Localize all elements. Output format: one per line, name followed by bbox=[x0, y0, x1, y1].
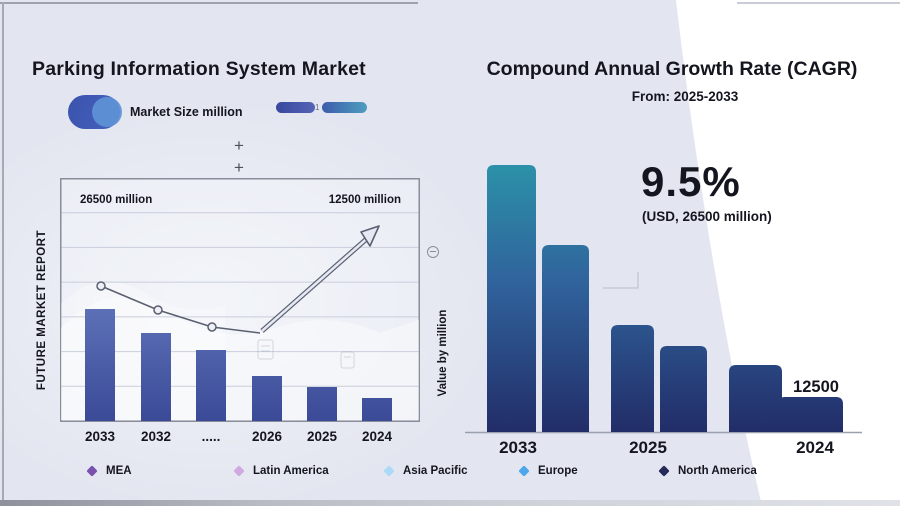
value-label: 12500 bbox=[793, 378, 839, 396]
legend-label: Asia Pacific bbox=[403, 465, 468, 477]
bar-2024 bbox=[362, 398, 392, 421]
bar-group bbox=[487, 165, 843, 432]
legend-item-north-america: North America bbox=[658, 462, 757, 480]
bar-2032 bbox=[141, 333, 171, 421]
bar-group bbox=[85, 309, 392, 421]
watermark-vertical-text: FUTURE MARKET REPORT bbox=[36, 229, 48, 391]
legend-pill-teal bbox=[322, 102, 367, 113]
legend-diamond-icon bbox=[86, 465, 98, 477]
cagr-basis: (USD, 26500 million) bbox=[642, 209, 772, 224]
trend-marker bbox=[153, 305, 163, 315]
series-label: Market Size million bbox=[130, 105, 243, 119]
x-tick-label: 2033 bbox=[85, 429, 116, 444]
chart-panel-border bbox=[60, 178, 420, 422]
minus-circle-icon bbox=[427, 246, 439, 258]
trend-line-and-arrow bbox=[96, 225, 380, 334]
trend-marker bbox=[207, 322, 217, 332]
document-watermark-icons bbox=[257, 339, 355, 369]
bar-2025 bbox=[307, 387, 337, 421]
legend-diamond-icon bbox=[518, 465, 530, 477]
cagr-bar bbox=[542, 245, 589, 432]
x-tick-label: 2025 bbox=[629, 438, 667, 457]
cagr-subtitle: From: 2025-2033 bbox=[631, 89, 739, 104]
x-tick-label: ..... bbox=[202, 429, 221, 444]
legend-item-latin-america: Latin America bbox=[233, 462, 329, 480]
x-tick-label: 2026 bbox=[252, 429, 283, 444]
legend-label: Europe bbox=[538, 465, 578, 477]
annotation-right: 12500 million bbox=[329, 194, 401, 206]
page-title: Parking Information System Market bbox=[32, 58, 366, 80]
x-tick-label: 2025 bbox=[307, 429, 338, 444]
cylinder-cap-icon bbox=[92, 97, 122, 127]
market-size-bar-chart: 26500 million 12500 million 2033 2032....… bbox=[60, 178, 420, 444]
legend-diamond-icon bbox=[233, 465, 245, 477]
plus-mark: + bbox=[234, 158, 244, 177]
frame-bottom-border bbox=[0, 500, 900, 506]
legend-diamond-icon bbox=[383, 465, 395, 477]
legend-diamond-icon bbox=[658, 465, 670, 477]
gridlines bbox=[61, 212, 419, 387]
y-axis-label: Value by million bbox=[437, 309, 449, 397]
x-tick-label: 2033 bbox=[499, 438, 537, 457]
arrow-shaft-fill bbox=[261, 234, 372, 332]
x-axis-labels: 2033 2025 2024 bbox=[499, 438, 834, 457]
legend-item-europe: Europe bbox=[518, 462, 578, 480]
frame-top-right-border bbox=[737, 2, 900, 4]
trend-line bbox=[100, 285, 261, 334]
bar-..... bbox=[196, 350, 226, 421]
cagr-bar-chart: 12500 2033 2025 2024 bbox=[465, 165, 862, 457]
cagr-bar bbox=[778, 397, 843, 432]
x-tick-label: 2032 bbox=[141, 429, 171, 444]
cagr-bar bbox=[487, 165, 536, 432]
legend-label: North America bbox=[678, 465, 757, 477]
trend-marker bbox=[96, 281, 106, 291]
x-axis-labels: 2033 2032..... 2026 2025 2024 bbox=[85, 429, 393, 444]
legend-item-asia-pacific: Asia Pacific bbox=[383, 462, 468, 480]
region-legend: MEA Latin America Asia Pacific Europe North … bbox=[0, 462, 900, 484]
legend-label: MEA bbox=[106, 465, 132, 477]
cagr-bar bbox=[729, 365, 782, 432]
pill-separator: 1 bbox=[315, 103, 320, 112]
cagr-bar bbox=[611, 325, 654, 432]
frame-left-border bbox=[2, 2, 4, 500]
frame-top-border bbox=[0, 2, 418, 4]
annotation-left: 26500 million bbox=[80, 194, 152, 206]
arrow-head bbox=[360, 225, 380, 247]
legend-pill-dark-blue bbox=[276, 102, 315, 113]
plus-mark: + bbox=[234, 136, 244, 155]
x-tick-label: 2024 bbox=[362, 429, 393, 444]
cagr-title: Compound Annual Growth Rate (CAGR) bbox=[486, 58, 858, 80]
legend-label: Latin America bbox=[253, 465, 329, 477]
x-tick-label: 2024 bbox=[796, 438, 834, 457]
step-watermark bbox=[603, 272, 639, 289]
bar-2026 bbox=[252, 376, 282, 421]
legend-item-mea: MEA bbox=[86, 462, 132, 480]
cagr-value: 9.5% bbox=[641, 158, 741, 205]
bar-2033 bbox=[85, 309, 115, 421]
cagr-bar bbox=[660, 346, 707, 432]
